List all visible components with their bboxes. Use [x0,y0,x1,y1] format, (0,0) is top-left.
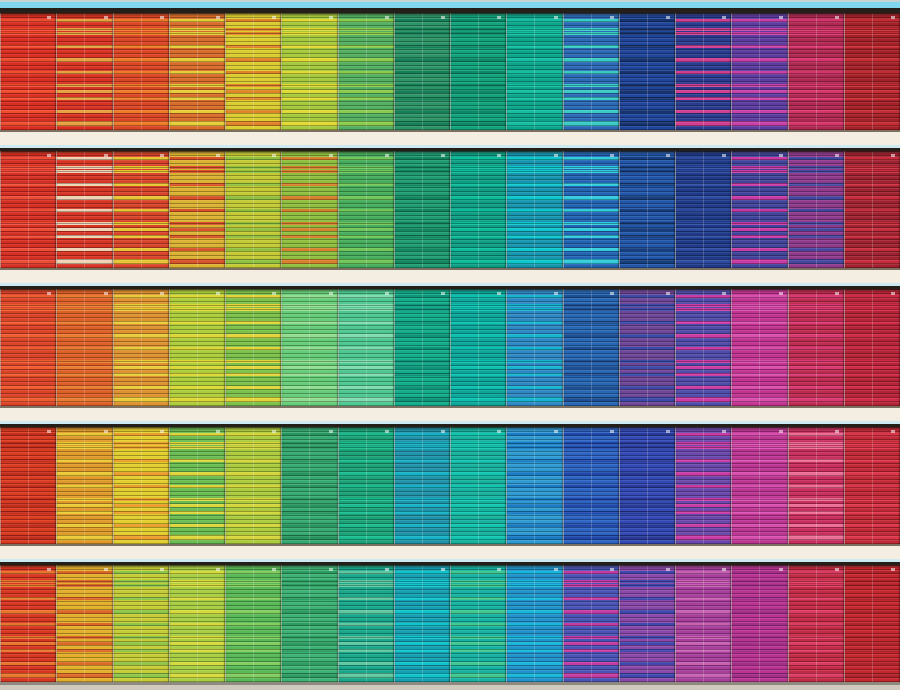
louver-panel [56,151,113,268]
louver-panel [168,565,225,682]
louver-panel [450,565,507,682]
louver-panel [337,289,394,406]
louver-panel [618,289,675,406]
louver-panel [0,13,57,130]
louver-panel [337,565,394,682]
louver-panel [337,13,394,130]
rows-container [0,13,900,682]
louver-panel [562,13,619,130]
louver-row-4 [0,427,900,544]
louver-panel [56,427,113,544]
louver-panel [787,565,844,682]
louver-panel [675,151,732,268]
louver-panel [393,289,450,406]
louver-panel [731,565,788,682]
louver-panel [281,289,338,406]
top-frame-strip [0,0,900,13]
bottom-frame-strip [0,682,900,690]
louver-panel [675,565,732,682]
facade-band [0,406,900,427]
louver-panel [168,427,225,544]
louver-panel [450,289,507,406]
louver-panel [393,565,450,682]
louver-panel [506,151,563,268]
louver-panel [562,427,619,544]
louver-row-5 [0,565,900,682]
louver-panel [0,565,57,682]
louver-panel [168,13,225,130]
louver-panel [0,289,57,406]
louver-panel [731,289,788,406]
louver-panel [618,151,675,268]
louver-panel [112,427,169,544]
louver-panel [618,565,675,682]
louver-panel [337,151,394,268]
louver-panel [450,427,507,544]
facade-band [0,130,900,151]
louver-panel [168,289,225,406]
louver-panel [843,289,900,406]
louver-panel [506,427,563,544]
louver-panel [787,289,844,406]
louver-panel [281,13,338,130]
louver-panel [112,13,169,130]
louver-panel [506,13,563,130]
facade-band [0,268,900,289]
louver-panel [562,151,619,268]
louver-panel [393,151,450,268]
louver-panel [112,289,169,406]
louver-panel [393,427,450,544]
louver-panel [843,565,900,682]
louver-panel [0,427,57,544]
louver-panel [112,151,169,268]
louver-panel [731,151,788,268]
louver-panel [450,13,507,130]
louver-panel [675,289,732,406]
louver-panel [562,565,619,682]
louver-panel [337,427,394,544]
louver-panel [787,427,844,544]
louver-panel [618,427,675,544]
louver-row-1 [0,13,900,130]
louver-panel [281,151,338,268]
louver-panel [112,565,169,682]
louver-panel [225,289,282,406]
louver-panel [506,289,563,406]
louver-panel [393,13,450,130]
louver-panel [675,427,732,544]
louver-panel [618,13,675,130]
louver-panel [562,289,619,406]
louver-panel [225,151,282,268]
louver-panel [787,13,844,130]
louver-panel [281,565,338,682]
louver-panel [0,151,57,268]
louver-panel [787,151,844,268]
louver-panel [675,13,732,130]
louver-panel [56,289,113,406]
louver-panel [56,13,113,130]
louver-panel [225,565,282,682]
louver-panel [506,565,563,682]
louver-panel [225,427,282,544]
louver-panel [843,13,900,130]
louver-panel [450,151,507,268]
louver-panel [225,13,282,130]
louver-row-2 [0,151,900,268]
louver-panel [843,151,900,268]
louver-panel [168,151,225,268]
louver-panel [843,427,900,544]
louver-panel [56,565,113,682]
facade-band [0,544,900,565]
louver-panel [731,427,788,544]
louver-panel [281,427,338,544]
louver-panel [731,13,788,130]
louver-row-3 [0,289,900,406]
